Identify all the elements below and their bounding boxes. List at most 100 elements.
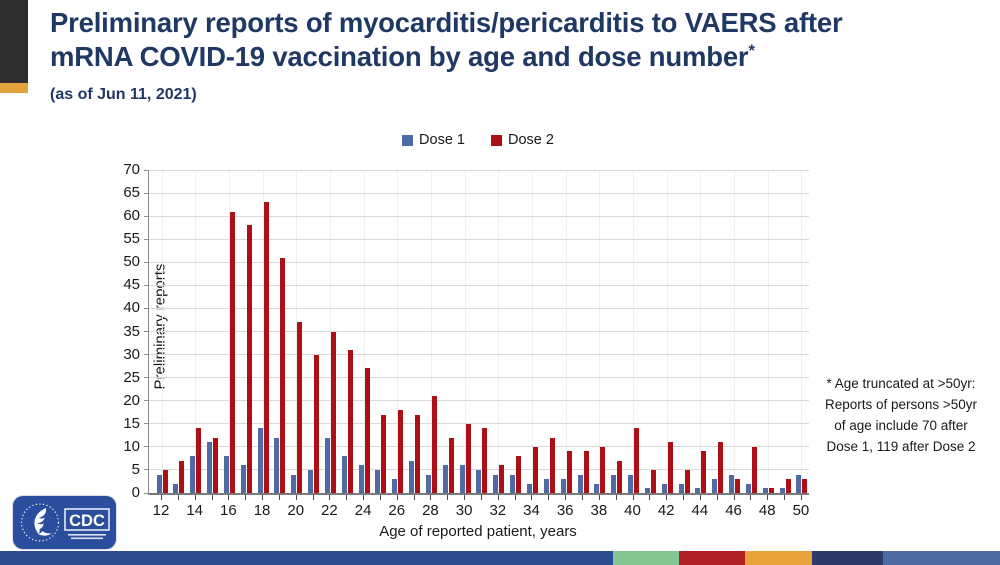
bar-dose1-age-46: [729, 474, 735, 493]
x-tick-label: 38: [590, 502, 608, 519]
bar-dose1-age-49: [779, 488, 785, 493]
x-tick-mark: [582, 495, 583, 500]
bar-dose2-age-24: [364, 368, 370, 493]
bar-dose2-age-25: [381, 414, 387, 493]
x-tick-mark: [161, 495, 162, 500]
x-tick-mark: [666, 495, 668, 500]
title-asterisk: *: [748, 42, 755, 61]
footnote-line: * Age truncated at >50yr:: [826, 376, 976, 391]
y-tick-mark: [144, 261, 148, 263]
bar-dose2-age-44: [701, 451, 707, 493]
bar-dose1-age-47: [745, 483, 751, 493]
y-tick-mark: [144, 215, 148, 217]
footnote-line: of age include 70 after: [834, 417, 968, 433]
legend-swatch-icon: [491, 134, 502, 146]
y-tick-label: 50: [123, 253, 140, 271]
x-tick-label: 18: [253, 502, 271, 519]
x-tick-label: 48: [758, 502, 776, 519]
cdc-logo-graphic: CDC: [20, 503, 110, 542]
x-tick-label: 40: [624, 502, 641, 519]
y-tick-label: 60: [123, 207, 140, 225]
bar-dose2-age-46: [735, 479, 741, 493]
y-tick-mark: [144, 492, 148, 494]
bar-dose2-age-16: [229, 211, 235, 493]
y-tick-mark: [144, 238, 148, 240]
x-tick-label: 26: [388, 502, 406, 519]
bar-dose2-age-43: [684, 469, 690, 493]
footer-segment-steel-blue: [883, 551, 1000, 565]
horizontal-gridline: [149, 446, 809, 448]
x-tick-label: 42: [657, 502, 675, 519]
bar-dose1-age-29: [442, 465, 448, 493]
x-tick-mark: [245, 495, 247, 500]
y-tick-mark: [144, 446, 148, 448]
bar-dose1-age-27: [409, 460, 415, 493]
bar-dose2-age-33: [516, 456, 522, 493]
x-tick-label: 32: [489, 502, 507, 519]
left-edge-accent-gold: [0, 83, 28, 93]
left-edge-accent-dark: [0, 0, 28, 83]
cdc-logo: CDC: [13, 496, 116, 549]
x-tick-label: 16: [220, 502, 237, 519]
bar-dose2-age-38: [600, 446, 606, 493]
x-tick-mark: [346, 495, 348, 500]
x-tick-label: 36: [556, 502, 574, 519]
bar-dose1-age-45: [712, 479, 718, 493]
horizontal-gridline: [149, 400, 809, 402]
bar-dose1-age-15: [207, 442, 213, 493]
bar-dose2-age-21: [314, 354, 320, 493]
bar-dose1-age-19: [274, 437, 280, 493]
x-tick-mark: [430, 495, 432, 500]
y-tick-mark: [144, 377, 148, 379]
x-tick-mark: [683, 495, 685, 500]
x-tick-label: 20: [287, 502, 305, 519]
y-tick-mark: [144, 169, 148, 171]
x-tick-mark: [565, 495, 567, 500]
bar-dose2-age-32: [499, 465, 505, 493]
x-tick-mark: [363, 495, 365, 500]
bar-dose1-age-34: [526, 483, 532, 493]
hhs-seal-ring: [20, 503, 60, 542]
bar-dose2-age-49: [785, 479, 791, 493]
horizontal-gridline: [149, 377, 809, 379]
y-tick-label: 20: [123, 391, 140, 409]
x-tick-mark: [447, 495, 449, 500]
horizontal-gridline: [149, 354, 809, 356]
y-tick-label: 55: [123, 230, 140, 248]
bar-dose1-age-25: [375, 469, 381, 493]
footer-color-bar: [0, 551, 1000, 565]
bar-dose2-age-41: [650, 469, 656, 493]
y-tick-mark: [144, 331, 148, 332]
x-tick-mark: [767, 495, 769, 500]
bar-dose1-age-17: [240, 465, 246, 493]
bar-dose2-age-35: [549, 437, 555, 493]
bar-dose2-age-34: [532, 446, 538, 493]
bar-dose1-age-26: [392, 479, 398, 493]
x-tick-mark: [733, 495, 735, 500]
bar-dose2-age-19: [280, 257, 286, 493]
bar-dose1-age-30: [459, 465, 465, 493]
legend-label: Dose 1: [419, 132, 465, 148]
cdc-smalltext-line-2: [71, 537, 103, 540]
horizontal-gridline: [149, 192, 809, 194]
y-tick-label: 35: [123, 322, 140, 340]
bar-dose2-age-13: [179, 460, 185, 493]
bar-dose2-age-45: [718, 442, 724, 493]
x-tick-mark: [262, 495, 264, 500]
bar-dose2-age-39: [617, 460, 623, 493]
bar-dose2-age-22: [330, 331, 336, 493]
bar-dose2-age-17: [246, 225, 252, 493]
x-tick-mark: [615, 495, 617, 500]
bar-dose1-age-16: [223, 456, 229, 493]
x-tick-mark: [649, 495, 651, 500]
bar-dose2-age-40: [634, 428, 640, 493]
x-tick-mark: [784, 495, 786, 500]
x-tick-mark: [514, 495, 516, 500]
x-tick-mark: [278, 495, 280, 500]
legend-item-dose1: Dose 1: [402, 132, 465, 148]
x-tick-mark: [750, 495, 752, 500]
footer-segment-green: [613, 551, 679, 565]
title-line-1: Preliminary reports of myocarditis/peric…: [50, 7, 843, 38]
bar-dose2-age-18: [263, 202, 269, 493]
